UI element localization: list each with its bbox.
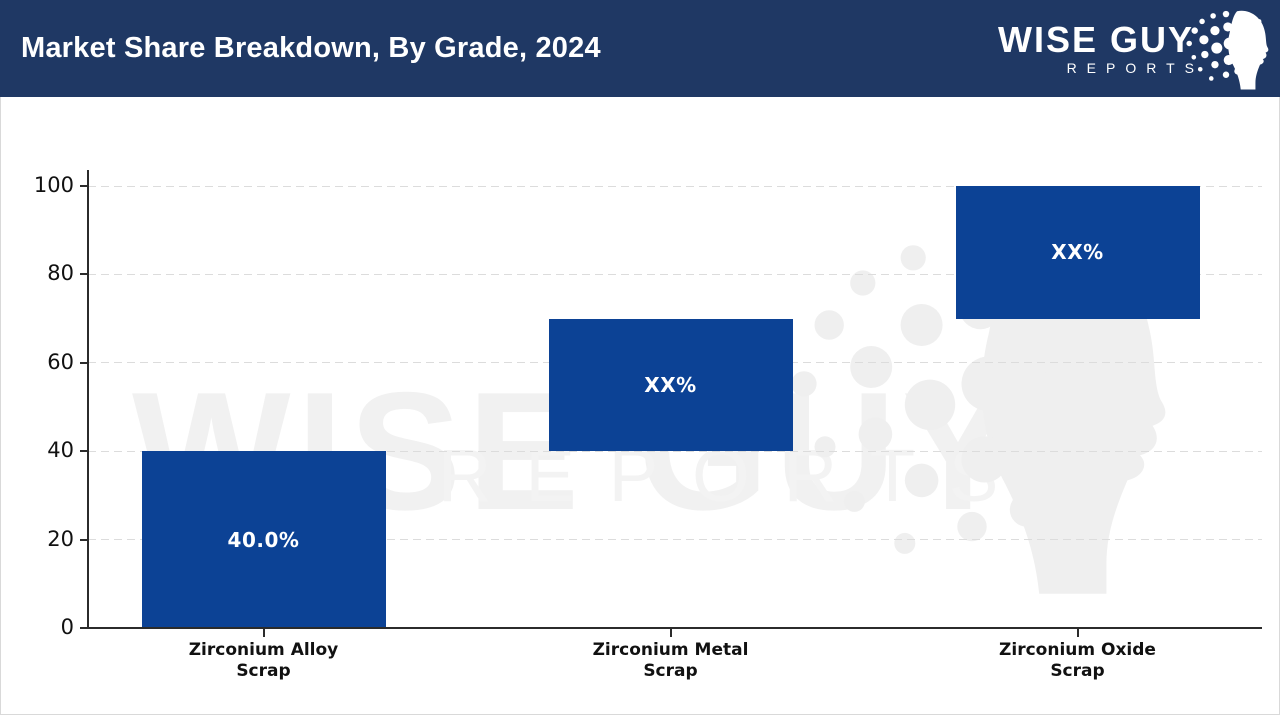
y-axis-line <box>87 170 89 629</box>
bar-value-label-3: XX% <box>1051 240 1104 265</box>
x-tick-1 <box>262 629 265 637</box>
logo-face-icon <box>1186 10 1269 90</box>
category-label-line: Zirconium Metal <box>592 640 749 660</box>
category-label-line: Scrap <box>236 661 291 681</box>
gridline-40 <box>88 450 1262 452</box>
bar-value-label-1: 40.0% <box>227 527 300 552</box>
gridline-80 <box>88 273 1262 275</box>
border-bottom <box>0 714 1280 715</box>
y-tick-label-60: 60 <box>47 349 74 374</box>
header: Market Share Breakdown, By Grade, 2024 W… <box>0 0 1280 97</box>
category-label-1: Zirconium Alloy Scrap <box>124 640 404 682</box>
y-tick-label-100: 100 <box>33 173 74 197</box>
y-tick-label-20: 20 <box>47 526 74 551</box>
gridline-100 <box>88 185 1262 187</box>
category-label-line: Zirconium Alloy <box>188 640 339 660</box>
brand-subname: REPORTS <box>1066 60 1204 76</box>
category-label-line: Zirconium Oxide <box>999 640 1156 660</box>
brand-name: WISE GUY <box>997 19 1194 60</box>
y-tick-80 <box>80 273 88 276</box>
category-label-line: Scrap <box>1050 661 1105 681</box>
border-left <box>0 97 1 715</box>
y-tick-label-80: 80 <box>47 261 74 286</box>
bar-2: XX% <box>548 318 793 452</box>
x-axis-line <box>87 627 1262 629</box>
category-label-2: Zirconium Metal Scrap <box>531 640 811 682</box>
x-tick-3 <box>1076 629 1079 637</box>
category-label-3: Zirconium Oxide Scrap <box>938 640 1218 682</box>
y-tick-40 <box>80 450 88 453</box>
y-tick-label-40: 40 <box>47 438 74 463</box>
bar-value-label-2: XX% <box>644 372 697 397</box>
bar-3: XX% <box>955 186 1200 319</box>
y-tick-60 <box>80 361 88 364</box>
y-tick-20 <box>80 538 88 541</box>
y-tick-0 <box>80 627 88 629</box>
y-tick-100 <box>80 185 88 187</box>
bar-1: 40.0% <box>141 451 386 628</box>
gridline-20 <box>88 539 1262 541</box>
page-title: Market Share Breakdown, By Grade, 2024 <box>21 32 601 64</box>
brand-logo: WISE GUY REPORTS <box>998 6 1272 92</box>
watermark-face-icon <box>791 234 1166 594</box>
x-tick-2 <box>669 629 672 637</box>
y-tick-label-0: 0 <box>60 615 74 639</box>
category-label-line: Scrap <box>643 661 698 681</box>
brand-logo-text: WISE GUY REPORTS <box>998 21 1194 77</box>
